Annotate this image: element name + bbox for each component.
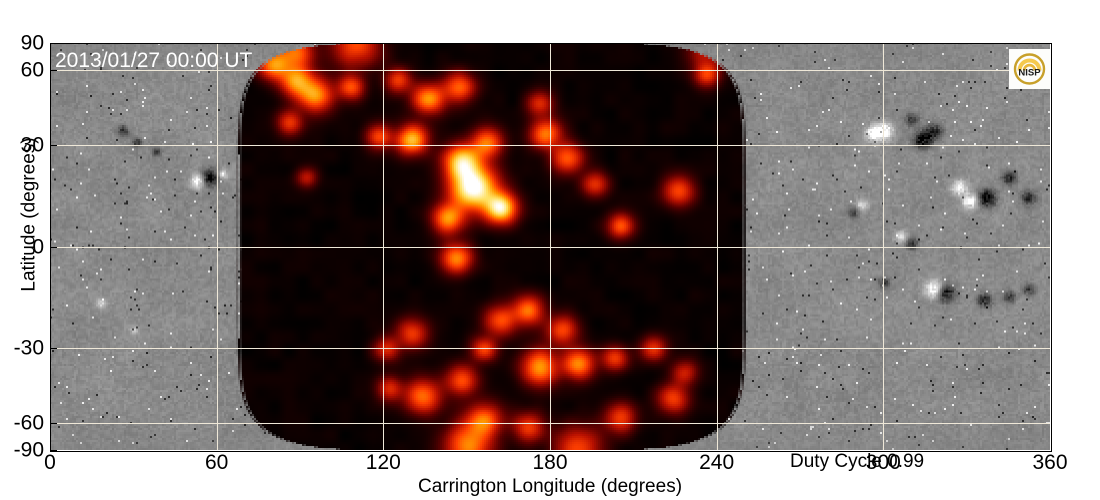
y-tick-label--60: -60 [13,411,44,435]
y-tick-mark--90 [50,450,57,451]
synoptic-map-plot[interactable] [50,43,1050,450]
y-tick-label-60: 60 [20,58,44,82]
y-tick-mark--60 [50,422,57,424]
y-tick-mark--30 [50,348,57,350]
y-tick-mark-0 [50,246,57,248]
synoptic-map-image [50,43,1050,450]
x-tick-label-0: 0 [44,451,56,474]
x-tick-label-60: 60 [204,451,229,474]
x-axis-title: Carrington Longitude (degrees) [417,476,683,497]
y-axis-title: Latitude (degrees) [18,137,40,292]
x-tick-label-300: 300 [865,451,901,474]
x-tick-label-120: 120 [365,451,401,474]
y-tick-label-30: 30 [20,133,44,157]
nisp-logo-graphic: NISP [1009,49,1050,89]
y-tick-mark-60 [50,70,57,72]
nisp-logo: NISP [1009,49,1050,89]
x-tick-label-360: 360 [1032,451,1068,474]
y-tick-mark-30 [50,144,57,146]
y-tick-label--90: -90 [13,438,44,462]
duty-cycle-label: Duty Cycle 0.99 [790,451,925,472]
nisp-logo-text: NISP [1018,68,1041,79]
observation-timestamp: 2013/01/27 00:00 UT [55,49,253,72]
x-tick-label-240: 240 [699,451,735,474]
y-tick-label-0: 0 [32,235,44,258]
x-tick-label-180: 180 [532,451,568,474]
y-tick-label-90: 90 [20,31,44,55]
y-tick-label--30: -30 [13,336,44,360]
y-tick-mark-90 [50,43,57,44]
